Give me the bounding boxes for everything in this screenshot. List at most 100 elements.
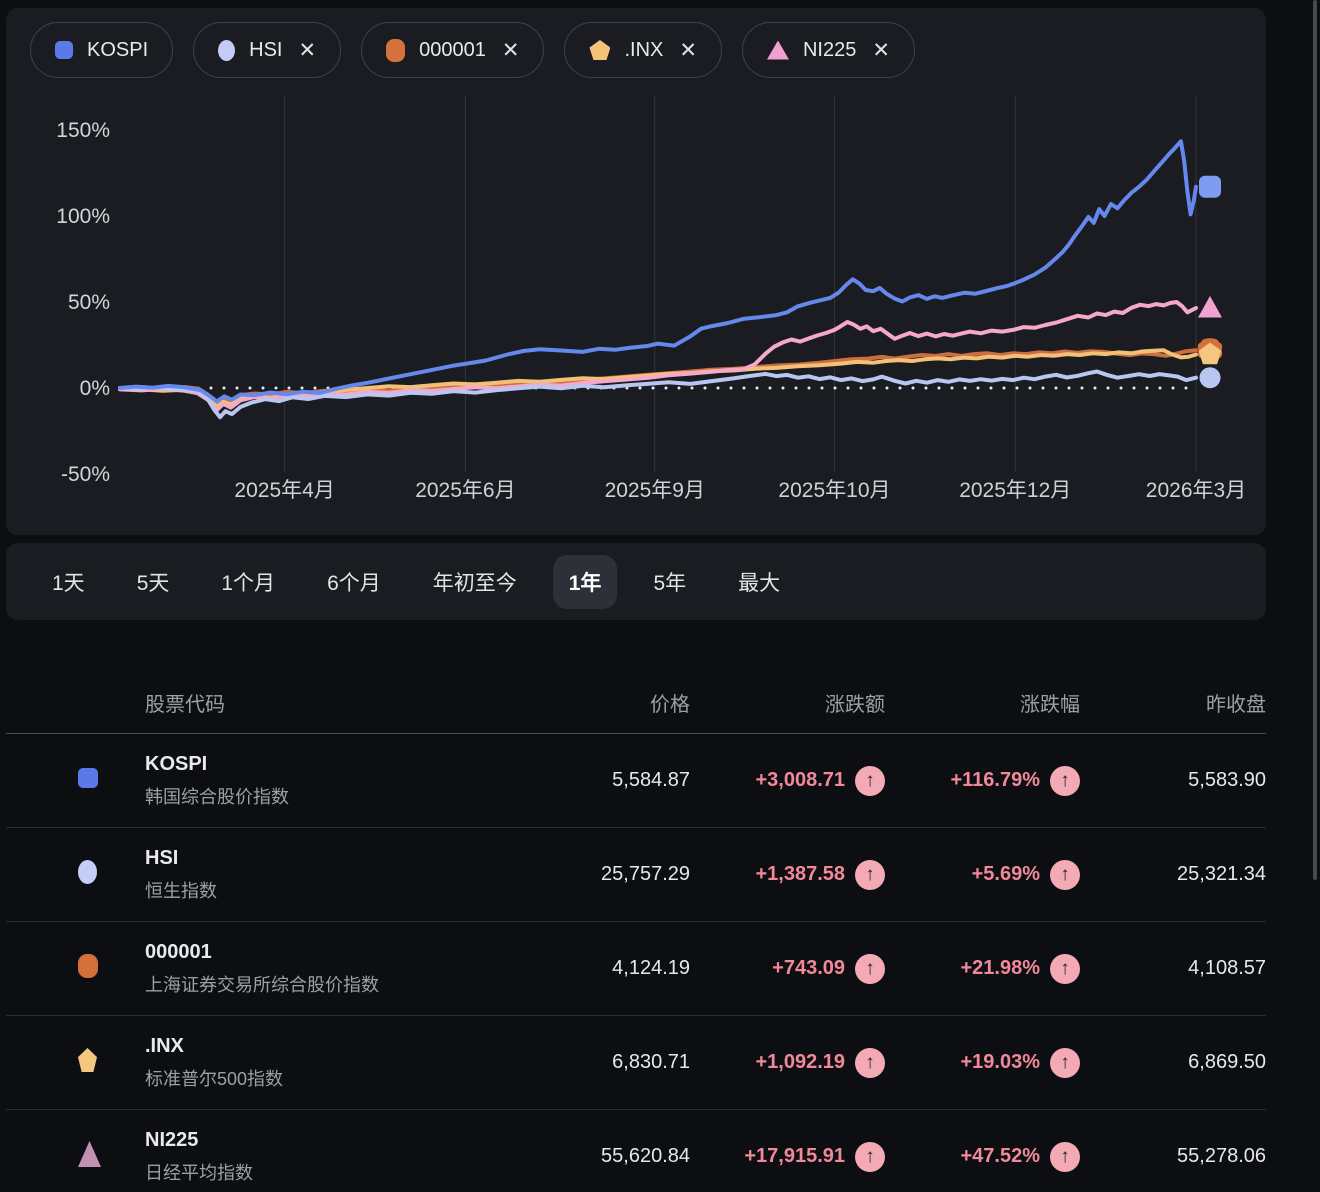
prev-close-cell: 5,583.90 (1188, 769, 1266, 791)
index-chip-hsi[interactable]: HSI ✕ (193, 22, 342, 78)
series-color-icon (78, 860, 97, 884)
series-end-marker-.INX (1198, 342, 1222, 365)
index-chips: KOSPI HSI ✕ 000001 ✕ .INX ✕ NI225 ✕ (30, 22, 915, 78)
x-tick-label: 2025年6月 (415, 479, 515, 502)
chip-label: KOSPI (87, 38, 149, 61)
range-button-5y[interactable]: 5年 (637, 555, 702, 609)
range-button-5d[interactable]: 5天 (121, 555, 186, 609)
column-header-4: 昨收盘 (1206, 694, 1266, 716)
index-name: 日经平均指数 (145, 1162, 253, 1183)
change-value: +3,008.71 (755, 769, 845, 791)
price-cell: 6,830.71 (612, 1051, 690, 1073)
range-button-ytd[interactable]: 年初至今 (417, 555, 533, 609)
ticker-symbol: HSI (145, 846, 179, 869)
up-arrow-badge: ↑ (1050, 765, 1080, 796)
series-line-KOSPI (118, 139, 1198, 404)
table-header: 股票代码 价格 涨跌额 涨跌幅 昨收盘 (6, 648, 1266, 734)
change-pct-value: +47.52% (960, 1145, 1040, 1167)
index-name: 恒生指数 (145, 880, 217, 901)
change-pct-value: +116.79% (950, 769, 1040, 791)
range-button-1y[interactable]: 1年 (552, 554, 618, 609)
up-arrow-badge: ↑ (855, 1141, 885, 1172)
series-color-icon (386, 38, 406, 62)
y-tick-label: 100% (56, 205, 110, 228)
prev-close-cell: 4,108.57 (1188, 957, 1266, 979)
index-chip-000001[interactable]: 000001 ✕ (361, 22, 545, 78)
change-value: +1,387.58 (755, 863, 845, 885)
time-range-bar: 1天 5天 1个月 6个月 年初至今 1年 5年 最大 (6, 543, 1266, 620)
series-color-icon (766, 40, 789, 60)
ticker-symbol: .INX (145, 1034, 184, 1057)
y-tick-label: -50% (61, 463, 110, 486)
series-color-icon (218, 39, 236, 61)
series-end-marker-NI225 (1198, 296, 1222, 318)
column-header-2: 涨跌额 (825, 694, 885, 716)
close-icon[interactable]: ✕ (872, 38, 890, 62)
change-pct-value: +21.98% (960, 957, 1040, 979)
change-pct-cell: +116.79% ↑ (950, 765, 1080, 796)
series-end-marker-KOSPI (1199, 175, 1221, 198)
price-cell: 55,620.84 (601, 1145, 690, 1167)
x-tick-label: 2025年10月 (778, 479, 890, 502)
up-arrow-badge: ↑ (1050, 859, 1080, 890)
ticker-symbol: KOSPI (145, 752, 208, 775)
ticker-symbol: 000001 (145, 940, 212, 963)
change-pct-cell: +47.52% ↑ (960, 1141, 1080, 1172)
range-button-max[interactable]: 最大 (722, 555, 796, 609)
close-icon[interactable]: ✕ (298, 38, 317, 62)
x-tick-label: 2025年4月 (234, 479, 334, 502)
range-button-6m[interactable]: 6个月 (311, 555, 397, 609)
scrollbar[interactable] (1313, 0, 1317, 880)
change-pct-cell: +21.98% ↑ (960, 953, 1080, 984)
x-tick-label: 2026年3月 (1146, 479, 1246, 502)
chart-panel: 2025年4月 2025年6月 2025年9月 2025年10月 2025年12月 202… (6, 8, 1266, 535)
change-value: +17,915.91 (744, 1145, 845, 1167)
change-cell: +17,915.91 ↑ (744, 1141, 885, 1172)
price-cell: 25,757.29 (601, 863, 690, 885)
ticker-symbol: NI225 (145, 1128, 199, 1151)
up-arrow-badge: ↑ (1050, 1141, 1080, 1172)
change-value: +743.09 (772, 957, 845, 979)
change-cell: +1,092.19 ↑ (755, 1047, 885, 1078)
y-tick-label: 50% (68, 291, 110, 314)
change-cell: +1,387.58 ↑ (755, 859, 885, 890)
column-header-0: 股票代码 (145, 694, 225, 716)
change-cell: +3,008.71 ↑ (755, 765, 885, 796)
series-color-icon (78, 954, 98, 978)
table-row-ni225[interactable]: NI225 日经平均指数 55,620.84 +17,915.91 ↑ +47.… (6, 1110, 1266, 1192)
series-color-icon (78, 1141, 101, 1167)
change-cell: +743.09 ↑ (772, 953, 885, 984)
price-cell: 4,124.19 (612, 957, 690, 979)
close-icon[interactable]: ✕ (679, 38, 697, 62)
up-arrow-badge: ↑ (855, 859, 885, 890)
series-end-marker-HSI (1199, 367, 1221, 389)
up-arrow-badge: ↑ (1050, 1047, 1080, 1078)
range-button-1m[interactable]: 1个月 (205, 555, 291, 609)
column-header-3: 涨跌幅 (1020, 694, 1080, 716)
up-arrow-badge: ↑ (855, 765, 885, 796)
table-row-kospi[interactable]: KOSPI 韩国综合股价指数 5,584.87 +3,008.71 ↑ +116… (6, 734, 1266, 828)
column-header-1: 价格 (650, 694, 690, 716)
table-body: KOSPI 韩国综合股价指数 5,584.87 +3,008.71 ↑ +116… (6, 734, 1266, 1192)
index-chip-inx[interactable]: .INX ✕ (564, 22, 722, 78)
index-chip-kospi[interactable]: KOSPI (30, 22, 174, 78)
table-row-000001[interactable]: 000001 上海证券交易所综合股价指数 4,124.19 +743.09 ↑ … (6, 922, 1266, 1016)
table-row-inx[interactable]: .INX 标准普尔500指数 6,830.71 +1,092.19 ↑ +19.… (6, 1016, 1266, 1110)
range-button-1d[interactable]: 1天 (36, 555, 101, 609)
index-chip-ni225[interactable]: NI225 ✕ (741, 22, 915, 78)
change-pct-cell: +19.03% ↑ (960, 1047, 1080, 1078)
up-arrow-badge: ↑ (1050, 953, 1080, 984)
x-tick-label: 2025年12月 (959, 479, 1071, 502)
table-row-hsi[interactable]: HSI 恒生指数 25,757.29 +1,387.58 ↑ +5.69% ↑ … (6, 828, 1266, 922)
prev-close-cell: 55,278.06 (1177, 1145, 1266, 1167)
up-arrow-badge: ↑ (855, 1047, 885, 1078)
chip-label: 000001 (419, 38, 486, 61)
close-icon[interactable]: ✕ (501, 38, 520, 62)
chip-label: HSI (249, 38, 283, 61)
index-name: 上海证券交易所综合股价指数 (145, 974, 379, 995)
quotes-table: 股票代码 价格 涨跌额 涨跌幅 昨收盘 KOSPI 韩国综合股价指数 5,584.87 … (6, 648, 1266, 1192)
y-tick-label: 0% (80, 377, 110, 400)
index-name: 韩国综合股价指数 (145, 786, 289, 807)
comparison-chart[interactable]: 2025年4月 2025年6月 2025年9月 2025年10月 2025年12月 202… (6, 8, 1266, 535)
